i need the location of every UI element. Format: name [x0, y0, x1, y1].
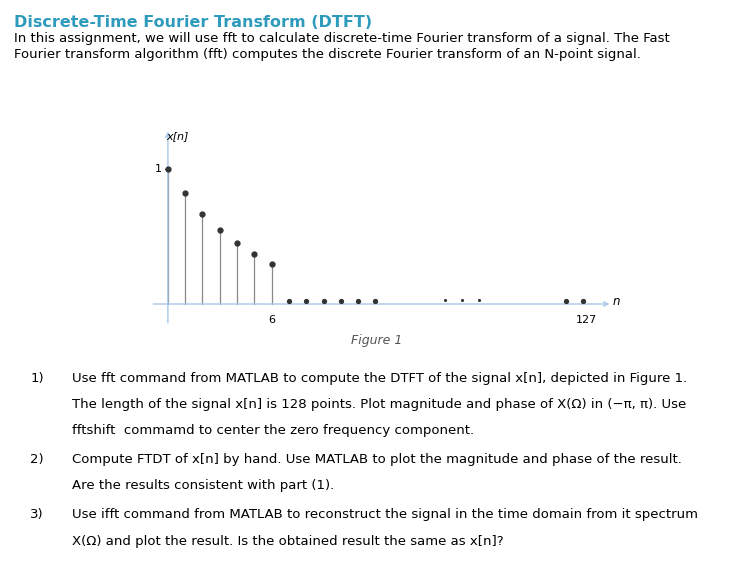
- Text: 1: 1: [155, 164, 162, 174]
- Text: 2): 2): [30, 453, 44, 466]
- Text: In this assignment, we will use fft to calculate discrete-time Fourier transform: In this assignment, we will use fft to c…: [14, 32, 669, 45]
- Text: 6: 6: [268, 315, 275, 325]
- Text: Are the results consistent with part (1).: Are the results consistent with part (1)…: [72, 479, 334, 492]
- Text: Use ifft command from MATLAB to reconstruct the signal in the time domain from i: Use ifft command from MATLAB to reconstr…: [72, 508, 697, 521]
- Text: 3): 3): [30, 508, 44, 521]
- Text: X(Ω) and plot the result. Is the obtained result the same as x[n]?: X(Ω) and plot the result. Is the obtaine…: [72, 535, 503, 547]
- Text: x[n]: x[n]: [166, 131, 188, 141]
- Text: Discrete-Time Fourier Transform (DTFT): Discrete-Time Fourier Transform (DTFT): [14, 15, 372, 30]
- Text: The length of the signal x[n] is 128 points. Plot magnitude and phase of X(Ω) in: The length of the signal x[n] is 128 poi…: [72, 398, 686, 411]
- Text: n: n: [612, 295, 620, 308]
- Text: Figure 1: Figure 1: [351, 334, 402, 347]
- Text: Fourier transform algorithm (fft) computes the discrete Fourier transform of an : Fourier transform algorithm (fft) comput…: [14, 48, 641, 60]
- Text: 127: 127: [576, 315, 597, 325]
- Text: 1): 1): [30, 372, 44, 385]
- Text: Compute FTDT of x[n] by hand. Use MATLAB to plot the magnitude and phase of the : Compute FTDT of x[n] by hand. Use MATLAB…: [72, 453, 681, 466]
- Text: fftshift  commamd to center the zero frequency component.: fftshift commamd to center the zero freq…: [72, 424, 474, 437]
- Text: Use fft command from MATLAB to compute the DTFT of the signal x[n], depicted in : Use fft command from MATLAB to compute t…: [72, 372, 687, 385]
